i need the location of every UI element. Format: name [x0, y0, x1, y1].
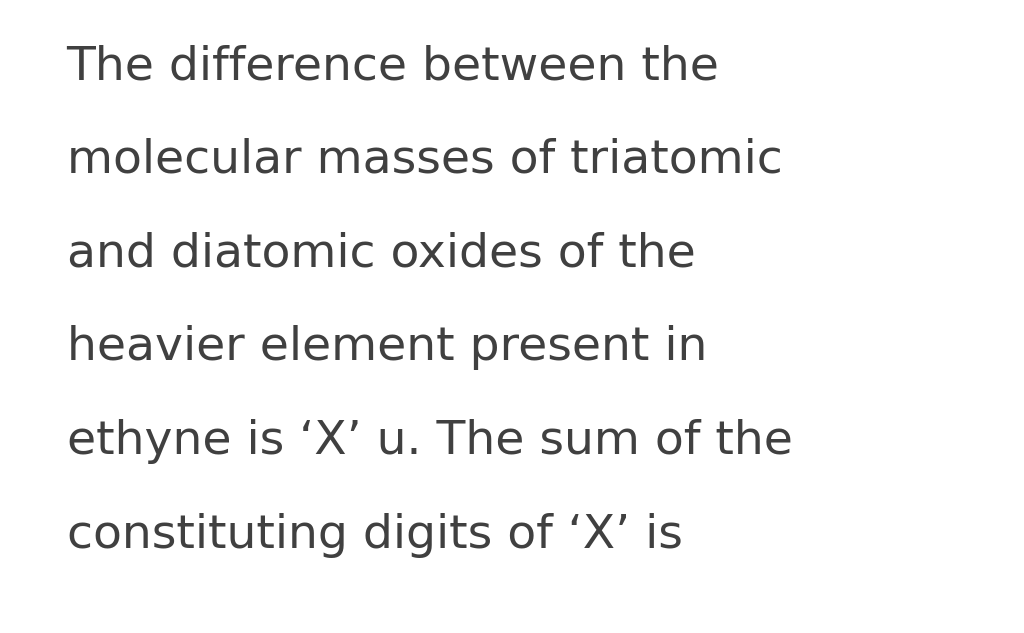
- Text: ethyne is ‘X’ u. The sum of the: ethyne is ‘X’ u. The sum of the: [67, 419, 793, 464]
- Text: The difference between the: The difference between the: [67, 44, 720, 89]
- Text: heavier element present in: heavier element present in: [67, 325, 707, 370]
- Text: constituting digits of ‘X’ is: constituting digits of ‘X’ is: [67, 513, 682, 558]
- Text: molecular masses of triatomic: molecular masses of triatomic: [67, 138, 782, 183]
- Text: and diatomic oxides of the: and diatomic oxides of the: [67, 232, 695, 277]
